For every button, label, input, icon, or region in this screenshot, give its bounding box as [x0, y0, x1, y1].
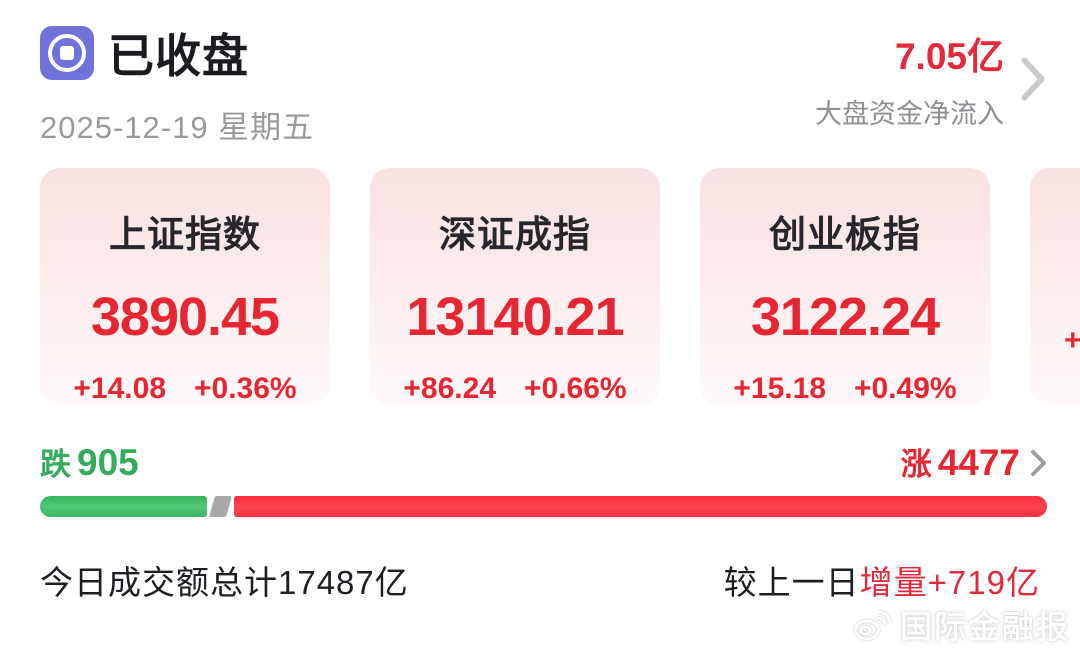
index-value: 13140.21 [406, 287, 624, 347]
index-change: + [1064, 324, 1080, 357]
chevron-right-icon[interactable] [1020, 56, 1046, 102]
index-card-shanghai[interactable]: 上证指数 3890.45 +14.08 +0.36% [40, 168, 330, 406]
turnover-total: 今日成交额总计17487亿 [40, 564, 409, 601]
index-value: 3890.45 [90, 287, 280, 347]
index-change: +86.24 [403, 372, 496, 405]
breadth-bar [40, 496, 1047, 517]
breadth-bar-advancers [234, 496, 1047, 517]
watermark-text: 国际金融报 [899, 609, 1070, 645]
index-value: 3122.24 [750, 287, 940, 347]
page-title: 已收盘 [108, 30, 249, 82]
chevron-right-icon[interactable] [1030, 448, 1047, 478]
coin-icon [40, 26, 94, 80]
index-change-pct: +0.36% [194, 372, 297, 405]
net-inflow-link[interactable]: 7.05亿 大盘资金净流入 [815, 26, 1046, 131]
watermark: 国际金融报 [852, 602, 1070, 648]
net-inflow-value: 7.05亿 [894, 36, 1004, 77]
advancers-count: 4477 [937, 442, 1020, 483]
turnover-delta: 较上一日增量+719亿 [724, 556, 1040, 604]
decliners: 跌 905 [40, 439, 139, 484]
net-inflow-label: 大盘资金净流入 [815, 99, 1004, 129]
index-change: +15.18 [733, 372, 826, 405]
index-card-shenzhen[interactable]: 深证成指 13140.21 +86.24 +0.66% [370, 168, 660, 406]
index-change: +14.08 [73, 372, 166, 405]
index-name: 深证成指 [439, 214, 591, 255]
index-change-pct: +0.49% [854, 372, 957, 405]
turnover-delta-label: 较上一日 [723, 564, 860, 601]
advancers: 涨 4477 [901, 439, 1020, 484]
index-name: 上证指数 [109, 214, 261, 255]
weibo-icon [854, 610, 892, 641]
turnover-row: 今日成交额总计17487亿 较上一日增量+719亿 [40, 556, 1040, 604]
index-card-partial[interactable]: + [1030, 168, 1080, 406]
decliners-count: 905 [77, 442, 139, 483]
index-cards-row: 上证指数 3890.45 +14.08 +0.36% 深证成指 13140.21… [40, 168, 1080, 408]
trade-date: 2025-12-19 星期五 [40, 110, 315, 145]
advancers-label: 涨 [900, 447, 932, 482]
header-left: 已收盘 2025-12-19 星期五 [40, 20, 314, 147]
market-breadth: 跌 905 涨 4477 [40, 442, 1047, 517]
index-change-pct: +0.66% [524, 372, 627, 405]
breadth-bar-decliners [40, 496, 208, 517]
index-name: 创业板指 [769, 214, 921, 255]
turnover-delta-value: 增量+719亿 [859, 564, 1040, 601]
index-card-chinext[interactable]: 创业板指 3122.24 +15.18 +0.49% [700, 168, 990, 406]
decliners-label: 跌 [40, 447, 71, 482]
advancers-link[interactable]: 涨 4477 [901, 439, 1047, 484]
breadth-bar-unchanged [209, 496, 233, 517]
